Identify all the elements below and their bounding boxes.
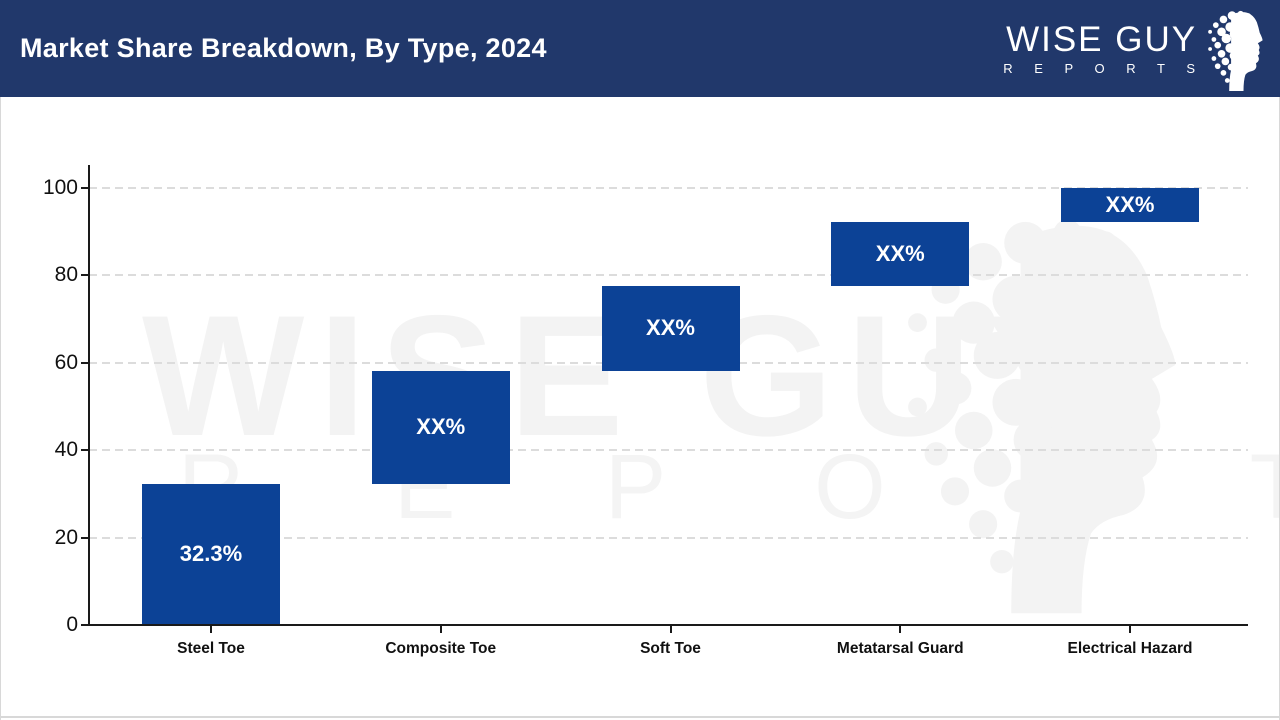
y-axis-line xyxy=(88,165,90,625)
category-label-steel-toe: Steel Toe xyxy=(177,640,245,657)
bar-value-label: XX% xyxy=(416,414,466,440)
y-tick-label: 40 xyxy=(54,438,78,461)
y-tick-label: 60 xyxy=(54,350,78,374)
y-tick-label: 20 xyxy=(54,525,78,549)
bar-soft-toe: XX% xyxy=(601,285,740,371)
brand-text: WISE GUY R E P O R T S xyxy=(999,22,1204,76)
y-tick-mark xyxy=(81,186,89,189)
bar-value-label: 32.3% xyxy=(179,541,243,567)
y-tick-label: 0 xyxy=(66,613,78,636)
y-tick-label: 100 xyxy=(42,175,78,199)
x-tick-mark xyxy=(899,625,902,633)
grid-line xyxy=(89,449,1248,451)
brand-name: WISE GUY xyxy=(1006,19,1198,59)
grid-line xyxy=(89,186,1248,189)
y-tick-label: 80 xyxy=(54,263,78,286)
grid-line xyxy=(89,274,1248,276)
chart-area: WISE GUY R E P O R T S 02040608010032.3%… xyxy=(0,97,1280,720)
bar-composite-toe: XX% xyxy=(371,370,510,484)
bar-value-label: XX% xyxy=(646,315,695,341)
bar-steel-toe: 32.3% xyxy=(142,483,280,625)
category-label-metatarsal-guard: Metatarsal Guard xyxy=(836,640,964,657)
app-header: Market Share Breakdown, By Type, 2024 WI… xyxy=(0,0,1280,97)
page-title: Market Share Breakdown, By Type, 2024 xyxy=(20,33,547,63)
y-tick-mark xyxy=(81,274,89,276)
brand-subtitle: R E P O R T S xyxy=(1003,60,1204,76)
bar-electrical-hazard: XX% xyxy=(1061,187,1199,222)
figure-border-bottom xyxy=(0,716,1280,718)
x-tick-mark xyxy=(210,625,212,633)
x-tick-mark xyxy=(669,625,672,633)
y-tick-mark xyxy=(81,536,89,539)
wise-guy-face-icon xyxy=(1208,10,1263,91)
bar-value-label: XX% xyxy=(875,240,925,266)
y-tick-mark xyxy=(81,624,89,626)
bar-metatarsal-guard: XX% xyxy=(831,221,970,286)
x-tick-mark xyxy=(1129,625,1131,633)
x-axis-line xyxy=(88,623,1248,626)
y-tick-mark xyxy=(81,361,89,364)
figure-border-left xyxy=(0,97,1,720)
brand-logo: WISE GUY R E P O R T S xyxy=(999,7,1266,91)
y-tick-mark xyxy=(81,449,89,451)
category-label-electrical-hazard: Electrical Hazard xyxy=(1067,640,1193,657)
category-label-composite-toe: Composite Toe xyxy=(385,640,497,657)
grid-line xyxy=(89,536,1248,539)
bar-value-label: XX% xyxy=(1105,191,1155,217)
category-label-soft-toe: Soft Toe xyxy=(640,640,701,657)
x-tick-mark xyxy=(439,625,442,633)
